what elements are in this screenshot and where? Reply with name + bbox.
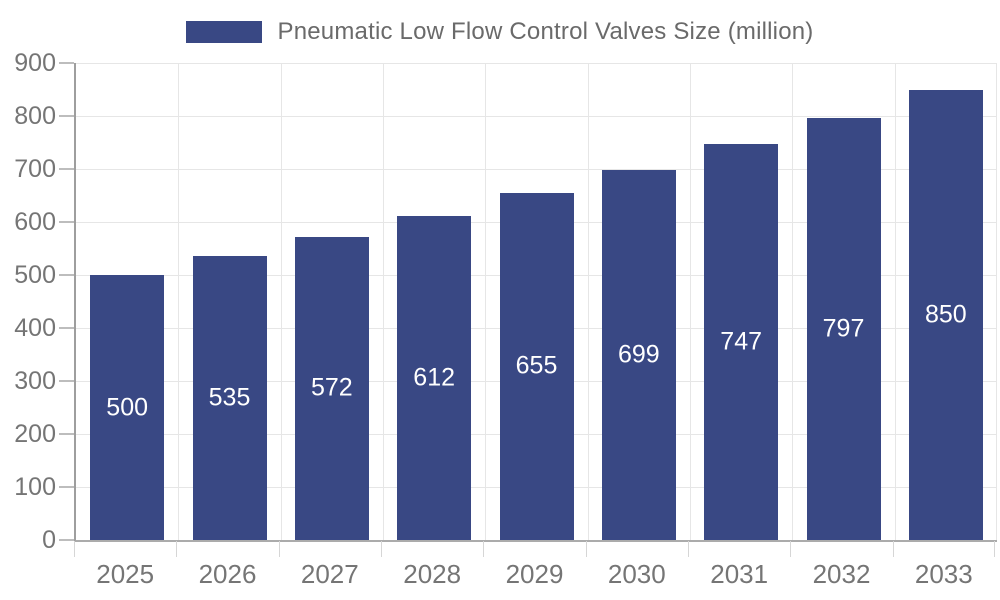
y-axis-label-400: 400 — [14, 314, 56, 342]
y-axis-tick — [59, 539, 74, 541]
gridline-x-boundary-4 — [485, 63, 487, 540]
bar-value-label-2031: 747 — [720, 327, 763, 356]
bar-2029[interactable]: 655 — [499, 192, 574, 540]
gridline-x-boundary-8 — [894, 63, 896, 540]
bar-2032[interactable]: 797 — [806, 117, 881, 540]
y-axis-label-800: 800 — [14, 102, 56, 130]
gridline-x-boundary-1 — [178, 63, 180, 540]
x-axis-label-2028: 2028 — [403, 559, 462, 589]
x-axis-label-2029: 2029 — [505, 559, 564, 589]
y-axis-label-600: 600 — [14, 208, 56, 236]
gridline-x-boundary-3 — [383, 63, 384, 540]
y-axis-tick — [59, 62, 74, 64]
bar-value-label-2027: 572 — [310, 373, 353, 402]
gridline-x-boundary-2 — [280, 63, 282, 540]
gridline-x-boundary-7 — [792, 63, 794, 540]
x-axis-label-2030: 2030 — [607, 559, 666, 589]
x-axis-label-2031: 2031 — [710, 559, 769, 589]
x-axis-tick — [688, 541, 689, 557]
gridline-x-boundary-5 — [587, 63, 589, 540]
bar-2031[interactable]: 747 — [704, 144, 779, 540]
x-axis-tick — [278, 541, 280, 557]
gridline-y-900 — [76, 63, 997, 64]
y-axis-tick — [59, 115, 74, 117]
x-axis-tick — [585, 541, 587, 557]
gridline-y-700 — [76, 169, 997, 170]
gridline-y-800 — [76, 116, 997, 117]
x-axis-label-2026: 2026 — [198, 559, 257, 589]
x-axis-tick — [483, 541, 485, 557]
bar-2033[interactable]: 850 — [908, 89, 983, 540]
x-axis-label-2027: 2027 — [300, 559, 359, 589]
bar-value-label-2026: 535 — [208, 383, 251, 412]
y-axis-tick — [59, 274, 74, 276]
x-axis-tick — [892, 541, 894, 557]
bar-value-label-2025: 500 — [106, 393, 149, 421]
bar-value-label-2028: 612 — [413, 363, 456, 392]
bar-value-label-2029: 655 — [515, 351, 558, 380]
gridline-x-boundary-9 — [996, 63, 997, 540]
x-axis-label-2032: 2032 — [812, 559, 871, 589]
y-axis-tick — [59, 486, 74, 488]
legend-label: Pneumatic Low Flow Control Valves Size (… — [277, 18, 814, 45]
y-axis-label-700: 700 — [14, 155, 56, 183]
x-axis-tick — [994, 541, 995, 557]
y-axis-tick — [59, 433, 74, 435]
y-axis-label-900: 900 — [14, 49, 56, 77]
bar-2028[interactable]: 612 — [397, 215, 472, 540]
legend-swatch — [186, 21, 263, 43]
gridline-x-boundary-6 — [690, 63, 691, 540]
y-axis-label-100: 100 — [14, 473, 56, 501]
y-axis-tick — [59, 221, 74, 223]
bar-2027[interactable]: 572 — [294, 236, 369, 540]
x-axis-label-2025: 2025 — [96, 559, 155, 589]
x-axis-tick — [381, 541, 382, 557]
y-axis-tick — [59, 327, 74, 329]
bar-value-label-2033: 850 — [924, 300, 967, 329]
plot-area: 500 535 572 612 655 699 747 797 850 — [74, 63, 997, 542]
y-axis-label-300: 300 — [14, 367, 56, 395]
bar-value-label-2032: 797 — [822, 314, 865, 343]
x-axis-tick — [74, 541, 75, 557]
y-axis-label-0: 0 — [42, 526, 56, 554]
y-axis-tick — [59, 380, 74, 382]
chart-legend[interactable]: Pneumatic Low Flow Control Valves Size (… — [0, 14, 1000, 50]
bar-value-label-2030: 699 — [617, 340, 660, 369]
x-axis-tick — [790, 541, 792, 557]
bar-2030[interactable]: 699 — [601, 169, 676, 540]
bar-2026[interactable]: 535 — [192, 256, 267, 540]
y-axis-label-500: 500 — [14, 261, 56, 289]
x-axis-label-2033: 2033 — [914, 559, 973, 589]
y-axis-label-200: 200 — [14, 420, 56, 448]
bar-2025[interactable]: 500 — [90, 275, 165, 540]
x-axis-tick — [176, 541, 178, 557]
y-axis-tick — [59, 168, 74, 170]
